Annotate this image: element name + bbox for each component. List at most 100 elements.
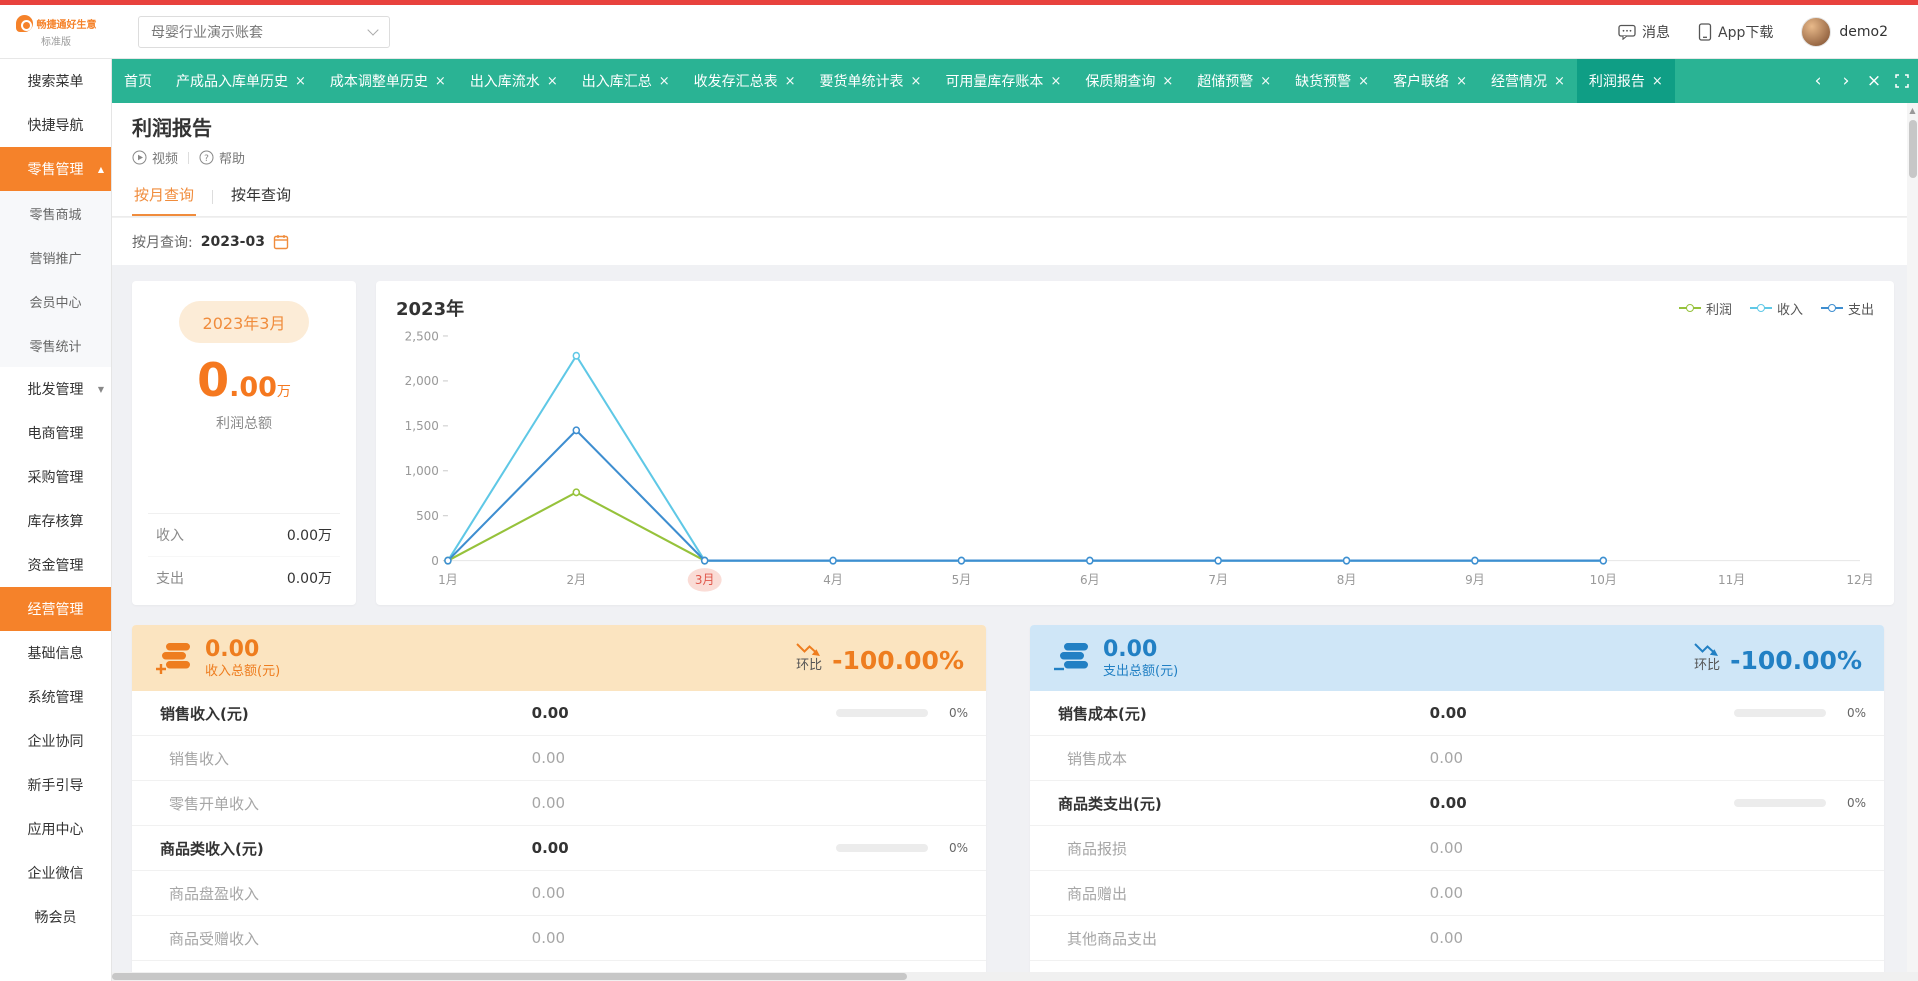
tab-close-icon[interactable]: × (546, 73, 558, 89)
tabs-close-all-button[interactable]: × (1866, 71, 1882, 91)
sidebar-item-label: 基础信息 (27, 646, 84, 662)
sidebar-item-system-management[interactable]: 系统管理 (0, 675, 111, 719)
expense-row: 商品类支出(元) 0.00 0% (1030, 781, 1884, 826)
row-label: 销售成本 (1067, 749, 1128, 768)
tab-close-icon[interactable]: × (910, 73, 922, 89)
vertical-scrollbar[interactable]: ▲ (1907, 103, 1918, 981)
row-label: 商品报损 (1067, 839, 1128, 858)
sidebar-item-label: 搜索菜单 (27, 74, 84, 90)
profit-dec: .00 (229, 372, 277, 403)
sidebar-item-label: 快捷导航 (27, 118, 84, 134)
question-circle-icon: ? (199, 150, 214, 165)
messages-button[interactable]: 消息 (1618, 22, 1670, 42)
tab-monthly-query[interactable]: 按月查询 (132, 175, 197, 216)
legend-item-1[interactable]: 收入 (1749, 299, 1803, 318)
tab-receive-send-stock-summary[interactable]: 收发存汇总表 × (682, 59, 808, 103)
caret-up-icon: ▲ (97, 164, 104, 174)
income-total-label: 收入总额(元) (205, 663, 281, 679)
scroll-up-icon[interactable]: ▲ (1909, 106, 1916, 115)
mom-label: 环比 (1694, 658, 1721, 674)
tab-close-icon[interactable]: × (1162, 73, 1174, 89)
tab-available-stock-ledger[interactable]: 可用量库存账本 × (933, 59, 1073, 103)
tab-finished-goods-inbound-history[interactable]: 产成品入库单历史 × (164, 59, 318, 103)
income-row: 商品受赠收入 0.00 (132, 916, 986, 961)
account-select[interactable]: 母婴行业演示账套 (138, 15, 390, 48)
row-label: 商品赠出 (1067, 884, 1128, 903)
month-picker-value[interactable]: 2023-03 (200, 233, 265, 250)
help-link[interactable]: ? 帮助 (199, 148, 245, 167)
sidebar-item-enterprise-wechat[interactable]: 企业微信 (0, 851, 111, 895)
tab-close-icon[interactable]: × (1260, 73, 1272, 89)
tab-label: 首页 (124, 74, 152, 90)
tab-close-icon[interactable]: × (1651, 73, 1663, 89)
sidebar-item-member-center[interactable]: 会员中心 (0, 279, 111, 323)
tabs-scroll-right-button[interactable]: › (1842, 71, 1850, 91)
sidebar-item-wholesale-management[interactable]: 批发管理 ▼ (0, 367, 111, 411)
summary-income-row: 收入 0.00万 (148, 514, 340, 557)
tab-close-icon[interactable]: × (1456, 73, 1467, 89)
row-label: 销售成本(元) (1058, 704, 1147, 723)
sidebar-item-chang-member[interactable]: 畅会员 (0, 895, 111, 939)
tab-requisition-statistics[interactable]: 要货单统计表 × (808, 59, 934, 103)
fullscreen-icon[interactable] (1888, 59, 1916, 103)
tab-inbound-outbound-flow[interactable]: 出入库流水 × (458, 59, 570, 103)
sidebar-item-ecommerce-management[interactable]: 电商管理 (0, 411, 111, 455)
app-logo[interactable]: 畅捷通好生意 标准版 (0, 5, 112, 58)
expense-total: 0.00 (1103, 637, 1158, 663)
tab-home[interactable]: 首页 (112, 59, 164, 103)
row-value: 0.00 (1429, 884, 1464, 902)
tab-business-overview[interactable]: 经营情况 × (1479, 59, 1577, 103)
tab-close-icon[interactable]: × (295, 73, 306, 89)
user-menu[interactable]: demo2 (1801, 16, 1888, 47)
row-value: 0.00 (1429, 794, 1467, 812)
sidebar-item-search-menu[interactable]: 搜索菜单 (0, 59, 111, 103)
income-row: 销售收入(元) 0.00 0% (132, 691, 986, 736)
horizontal-scrollbar[interactable] (112, 972, 1918, 981)
legend-marker-icon (1749, 304, 1772, 312)
tab-stockout-alert[interactable]: 缺货预警 × (1283, 59, 1381, 103)
tab-close-icon[interactable]: × (1050, 73, 1062, 89)
sidebar-item-label: 库存核算 (27, 514, 84, 530)
avatar (1801, 16, 1832, 47)
tab-close-icon[interactable]: × (784, 73, 796, 89)
app-download-button[interactable]: App下载 (1698, 22, 1773, 42)
legend-item-0[interactable]: 利润 (1678, 299, 1732, 318)
scrollbar-thumb[interactable] (112, 973, 907, 980)
tab-close-icon[interactable]: × (658, 73, 670, 89)
tab-shelf-life-query[interactable]: 保质期查询 × (1073, 59, 1185, 103)
sidebar-item-beginner-guide[interactable]: 新手引导 (0, 763, 111, 807)
tab-inbound-outbound-summary[interactable]: 出入库汇总 × (570, 59, 682, 103)
tab-close-icon[interactable]: × (434, 73, 446, 89)
tab-customer-contact[interactable]: 客户联络 × (1381, 59, 1479, 103)
tab-profit-report[interactable]: 利润报告 × (1576, 59, 1675, 103)
sidebar-item-retail-statistics[interactable]: 零售统计 (0, 323, 111, 367)
sidebar-item-enterprise-collaboration[interactable]: 企业协同 (0, 719, 111, 763)
sidebar-item-marketing-promotion[interactable]: 营销推广 (0, 235, 111, 279)
tabs-scroll-left-button[interactable]: ‹ (1814, 71, 1822, 91)
tab-close-icon[interactable]: × (1358, 73, 1370, 89)
sidebar-item-inventory-accounting[interactable]: 库存核算 (0, 499, 111, 543)
sidebar-item-label: 资金管理 (27, 558, 84, 574)
sidebar-item-retail-management[interactable]: 零售管理 ▲ (0, 147, 111, 191)
tab-close-icon[interactable]: × (1553, 73, 1565, 89)
row-value: 0.00 (1429, 704, 1467, 722)
sidebar-item-basic-info[interactable]: 基础信息 (0, 631, 111, 675)
chart-header: 2023年 利润 收入 支出 (396, 295, 1874, 321)
sidebar-item-capital-management[interactable]: 资金管理 (0, 543, 111, 587)
tab-yearly-query[interactable]: 按年查询 (231, 186, 292, 204)
tab-overstock-alert[interactable]: 超储预警 × (1185, 59, 1283, 103)
summary-section: 2023年3月 0.00万 利润总额 收入 0.00万 支出 0.00万 (112, 265, 1918, 605)
page-title: 利润报告 (132, 116, 212, 140)
sidebar-item-retail-mall[interactable]: 零售商城 (0, 191, 111, 235)
tab-cost-adjustment-history[interactable]: 成本调整单历史 × (318, 59, 458, 103)
filter-row: 按月查询: 2023-03 (112, 217, 1918, 265)
legend-item-2[interactable]: 支出 (1820, 299, 1874, 318)
sidebar-item-app-center[interactable]: 应用中心 (0, 807, 111, 851)
sidebar-item-business-management[interactable]: 经营管理 (0, 587, 111, 631)
sidebar-item-quick-nav[interactable]: 快捷导航 (0, 103, 111, 147)
video-link[interactable]: 视频 (132, 148, 178, 167)
sidebar-item-procurement-management[interactable]: 采购管理 (0, 455, 111, 499)
scrollbar-thumb[interactable] (1908, 120, 1917, 178)
calendar-icon[interactable] (273, 234, 289, 250)
svg-text:6月: 6月 (1080, 572, 1100, 588)
